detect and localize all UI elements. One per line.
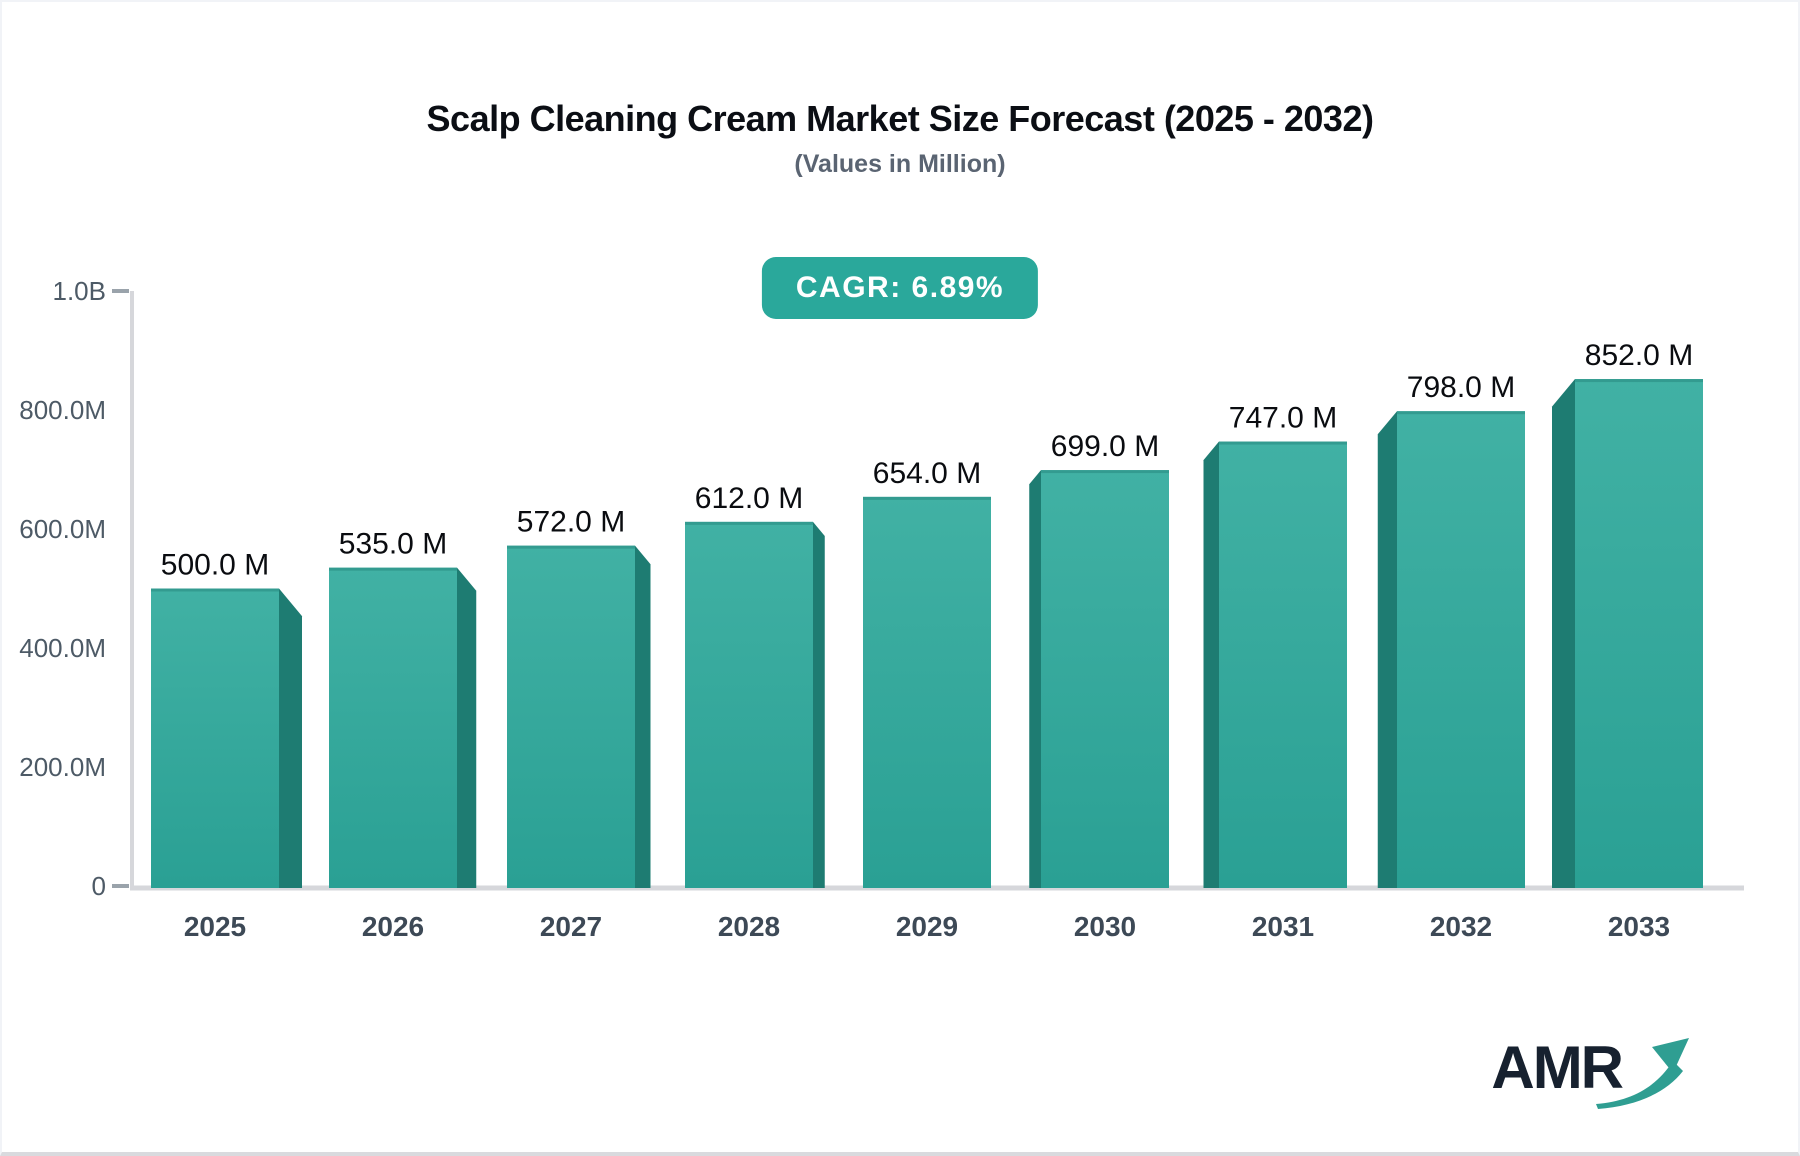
x-axis-label: 2025 [184, 911, 246, 942]
x-axis-label: 2031 [1252, 911, 1314, 942]
x-axis-label: 2032 [1430, 911, 1492, 942]
bar-side-face [457, 567, 477, 888]
bar-value-label: 852.0 M [1585, 339, 1693, 372]
bar-face [1041, 470, 1169, 888]
chart-subtitle: (Values in Million) [794, 150, 1006, 178]
y-axis-label: 0 [92, 871, 106, 901]
bar-value-label: 535.0 M [339, 528, 447, 561]
y-axis-label: 400.0M [19, 633, 106, 663]
bar-face [1575, 379, 1703, 888]
bar-top-edge [1397, 411, 1525, 415]
bar-top-edge [1041, 470, 1169, 474]
bar-side-face [813, 521, 825, 888]
bar-face [329, 567, 457, 888]
bar-side-face [1377, 411, 1397, 888]
bar-side-face [279, 588, 302, 888]
bar-side-face [635, 545, 651, 888]
amr-logo-text: AMR [1491, 1034, 1624, 1101]
bar-value-label: 699.0 M [1051, 430, 1159, 463]
bar-top-edge [151, 588, 279, 592]
x-axis-label: 2028 [718, 911, 780, 942]
bar-side-face [1552, 379, 1575, 888]
y-axis-label: 1.0B [53, 276, 107, 306]
bar-face [863, 496, 991, 888]
bar-face [507, 545, 635, 888]
bar-value-label: 612.0 M [695, 482, 803, 515]
y-axis-label: 600.0M [19, 514, 106, 544]
bar-top-edge [863, 496, 991, 500]
bar-top-edge [507, 545, 635, 549]
chart-title: Scalp Cleaning Cream Market Size Forecas… [426, 98, 1374, 139]
bar-face [1397, 411, 1525, 888]
y-axis-label: 800.0M [19, 395, 106, 425]
bar-top-edge [685, 521, 813, 525]
cagr-badge: CAGR: 6.89% [761, 257, 1039, 319]
bar-value-label: 572.0 M [517, 506, 625, 539]
x-axis-label: 2033 [1608, 911, 1670, 942]
x-axis-label: 2026 [362, 911, 424, 942]
bar-value-label: 798.0 M [1407, 371, 1515, 404]
bar-value-label: 747.0 M [1229, 402, 1337, 435]
bar-value-label: 654.0 M [873, 457, 981, 490]
x-axis-label: 2027 [540, 911, 602, 942]
bar-side-face [1029, 470, 1041, 888]
bar-top-edge [329, 567, 457, 571]
bar-side-face [1203, 441, 1219, 888]
bar-face [685, 521, 813, 888]
bar-face [1219, 441, 1347, 888]
bar-value-label: 500.0 M [161, 549, 269, 582]
bar-top-edge [1219, 441, 1347, 445]
bar-face [151, 588, 279, 888]
bar-top-edge [1575, 379, 1703, 383]
amr-logo: AMR [1491, 1038, 1700, 1112]
x-axis-label: 2029 [896, 911, 958, 942]
amr-logo-arrow-icon [1596, 1038, 1689, 1109]
x-axis-label: 2030 [1074, 911, 1136, 942]
y-axis-label: 200.0M [19, 752, 106, 782]
